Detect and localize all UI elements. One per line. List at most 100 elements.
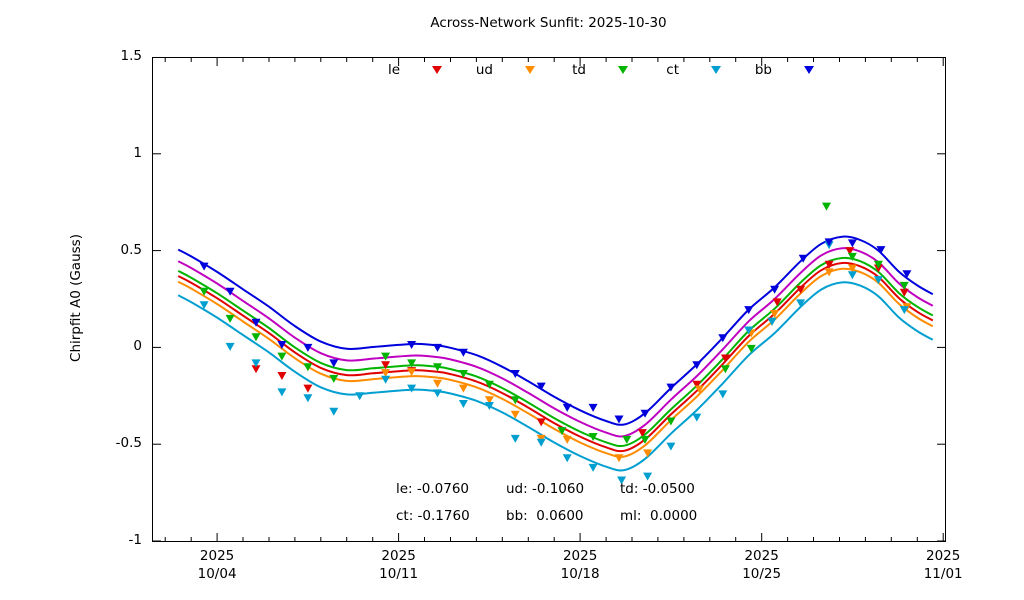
- data-point-ud-icon: [510, 410, 520, 419]
- fit-curve-td: [177, 256, 934, 448]
- data-point-le-icon: [772, 298, 782, 307]
- data-point-bb-icon: [824, 238, 834, 247]
- x-tick-label-date: 10/11: [379, 566, 419, 582]
- data-point-bb-icon: [536, 382, 546, 391]
- data-point-ct-icon: [562, 454, 572, 463]
- markers-ud: [381, 264, 912, 463]
- data-point-bb-icon: [510, 370, 520, 378]
- data-point-bb-icon: [225, 287, 235, 296]
- data-point-ud-icon: [614, 454, 624, 463]
- data-point-ct-icon: [718, 390, 728, 399]
- offset-ud: ud: -0.1060: [506, 481, 585, 497]
- data-point-bb-icon: [770, 285, 780, 294]
- data-point-ud-icon: [484, 396, 494, 405]
- data-point-le-icon: [796, 285, 806, 294]
- data-point-le-icon: [845, 247, 855, 256]
- y-tick-label: 0.5: [120, 241, 142, 258]
- data-point-bb-icon: [329, 359, 339, 368]
- legend: le ud td ct bb: [350, 59, 815, 81]
- data-point-bb-icon: [458, 348, 468, 357]
- data-point-td-icon: [588, 433, 598, 441]
- fit-curve-bb: [177, 235, 934, 426]
- fit-offsets-annotation: le: -0.0760 ud: -0.1060 td: -0.0500 ct: -0.…: [396, 481, 730, 524]
- legend-triangle-down-icon: [432, 66, 442, 74]
- data-point-td-icon: [822, 202, 831, 211]
- data-point-td-icon: [510, 396, 520, 405]
- legend-triangle-down-icon: [525, 66, 535, 74]
- data-point-ct-icon: [433, 389, 442, 398]
- legend-label-bb: bb: [754, 62, 772, 78]
- legend-item-le: le: [350, 62, 443, 78]
- data-point-bb-icon: [718, 334, 728, 343]
- x-tick-label-date: 11/01: [923, 566, 963, 582]
- x-tick-label-year: 2025: [381, 548, 416, 564]
- markers-le: [251, 247, 909, 438]
- x-tick-label-year: 2025: [925, 548, 961, 564]
- data-point-ct-icon: [458, 400, 468, 408]
- x-tick-label-date: 10/25: [742, 566, 782, 582]
- data-point-ct-icon: [329, 407, 339, 416]
- data-point-td-icon: [899, 281, 909, 290]
- y-tick-label: -0.5: [115, 435, 142, 452]
- data-point-ct-icon: [225, 342, 235, 351]
- data-point-td-icon: [381, 352, 391, 361]
- data-point-ct-icon: [303, 394, 313, 403]
- data-point-bb-icon: [902, 270, 912, 279]
- data-point-ct-icon: [666, 442, 676, 451]
- data-point-td-icon: [484, 380, 494, 389]
- data-point-bb-icon: [199, 262, 209, 271]
- legend-triangle-down-icon: [711, 66, 721, 74]
- data-point-le-icon: [720, 354, 730, 363]
- data-point-le-icon: [692, 380, 702, 389]
- data-point-ct-icon: [199, 301, 209, 310]
- offset-ct: ct: -0.1760: [396, 508, 470, 524]
- legend-item-ct: ct: [629, 62, 722, 78]
- fit-curve-le: [177, 261, 934, 453]
- legend-item-td: td: [536, 62, 629, 78]
- data-point-td-icon: [746, 344, 756, 353]
- data-point-td-icon: [251, 333, 261, 342]
- markers-bb: [199, 238, 912, 424]
- plot-frame: [152, 57, 946, 542]
- x-tick-label-year: 2025: [744, 548, 779, 564]
- offset-le: le: -0.0760: [396, 481, 470, 497]
- data-point-td-icon: [458, 370, 468, 378]
- y-tick-label: 1.5: [120, 48, 142, 64]
- data-point-bb-icon: [588, 403, 598, 412]
- data-point-ct-icon: [692, 413, 702, 422]
- fit-curve-ud: [177, 267, 934, 458]
- data-point-bb-icon: [251, 318, 261, 327]
- data-point-bb-icon: [692, 361, 702, 370]
- data-point-ct-icon: [277, 388, 287, 397]
- legend-item-ud: ud: [443, 62, 536, 78]
- x-tick-label-date: 10/18: [560, 566, 600, 582]
- data-point-le-icon: [277, 372, 287, 380]
- data-point-ct-icon: [381, 375, 391, 384]
- data-point-td-icon: [622, 435, 632, 444]
- x-tick-label-year: 2025: [562, 548, 598, 564]
- legend-label-ct: ct: [666, 62, 679, 78]
- data-point-ud-icon: [643, 449, 653, 458]
- data-point-ud-icon: [381, 369, 391, 378]
- offset-ml: ml: 0.0000: [620, 508, 698, 524]
- data-point-bb-icon: [847, 239, 857, 248]
- data-point-bb-icon: [876, 246, 886, 255]
- y-tick-label: -1: [128, 532, 142, 548]
- data-point-bb-icon: [303, 343, 313, 352]
- legend-label-le: le: [387, 62, 400, 78]
- data-point-ct-icon: [536, 438, 546, 447]
- data-point-ct-icon: [355, 392, 365, 401]
- data-point-bb-icon: [666, 383, 676, 392]
- data-point-bb-icon: [798, 254, 808, 263]
- data-point-td-icon: [199, 287, 209, 296]
- data-point-td-icon: [666, 417, 676, 426]
- y-tick-label: 1: [133, 144, 142, 161]
- data-point-le-icon: [899, 288, 909, 297]
- data-point-le-icon: [251, 365, 261, 374]
- y-tick-label: 0: [133, 338, 142, 355]
- data-point-bb-icon: [562, 403, 572, 412]
- data-point-ud-icon: [458, 384, 468, 393]
- offset-td: td: -0.0500: [620, 481, 695, 497]
- data-point-ct-icon: [617, 476, 627, 485]
